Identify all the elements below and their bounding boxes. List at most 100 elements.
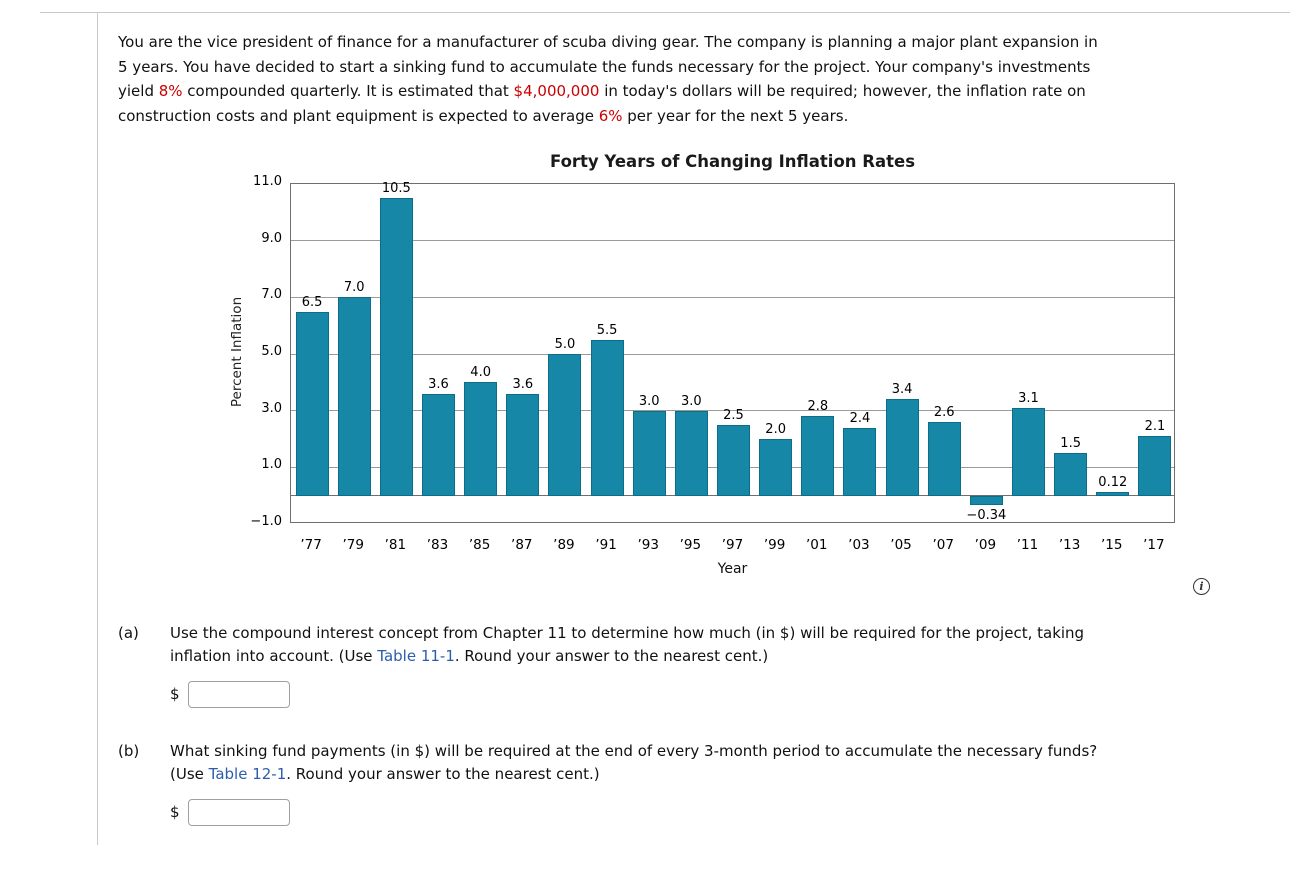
x-tick-label: ’05 [890,537,912,553]
bar [927,422,961,496]
bar [717,424,750,496]
x-tick-label: ’85 [468,537,491,553]
bar [337,297,371,496]
zero-axis-line [291,495,1174,497]
bar-value-label: 2.5 [723,407,744,423]
bar-value-label: 3.4 [891,382,913,398]
plot-area: 6.5 7.0 10.5 3.6 4.0 3.6 5.0 5.5 3.0 3.0 2.5 2.0 2.8… [250,174,1175,529]
problem-statement-line: yield 8% compounded quarterly. It is est… [118,79,1253,104]
bar [1096,492,1130,496]
bar [1054,453,1088,496]
bar-value-label: 2.6 [933,405,955,420]
bar-value-label: 2.0 [765,422,786,437]
inflation-bar-chart: Forty Years of Changing Inflation Rates … [229,148,1190,588]
answer-b-input[interactable] [187,799,290,826]
question-text: What sinking fund payments (in $) will b… [170,742,1098,760]
x-tick-label: ’11 [1016,537,1039,553]
intro-text: per year for the next 5 years. [622,106,849,125]
question-text: (Use [170,765,209,783]
currency-symbol: $ [170,685,180,703]
bar-value-label: 6.5 [301,294,323,310]
bar [801,416,835,496]
question-b-label: (b) [118,742,140,760]
bar [464,382,498,496]
x-tick-label: ’93 [637,537,659,553]
x-axis-label: Year [717,561,748,577]
bar-value-label: 2.1 [1144,419,1166,435]
y-tick-label: 3.0 [261,400,282,416]
y-tick-label: 5.0 [261,344,282,359]
bar-value-label: 3.6 [428,376,449,392]
bar-value-label: 5.5 [596,322,618,338]
bar [1138,436,1172,496]
bar [506,393,540,496]
bar-value-label: 1.5 [1060,436,1081,452]
x-tick-label: ’07 [932,537,954,553]
x-tick-label: ’01 [806,537,828,553]
given-amount: $4,000,000 [513,82,600,100]
x-tick-label: ’79 [342,537,364,553]
chart-title: Forty Years of Changing Inflation Rates [549,152,916,171]
question-text: . Round your answer to the nearest cent.… [454,647,769,665]
y-tick-label: 1.0 [261,457,282,473]
bar [632,410,666,496]
intro-text: You are the vice president of finance fo… [118,33,1098,51]
bar [759,439,793,496]
table-11-1-link[interactable]: Table 11-1 [377,647,455,665]
y-tick-label: −1.0 [250,514,282,529]
question-text: inflation into account. (Use [170,647,378,665]
bar-value-label: 2.4 [849,410,871,426]
x-tick-label: ’13 [1058,537,1081,553]
bar-value-label: 2.8 [807,399,829,415]
problem-statement-line: construction costs and plant equipment i… [118,104,1253,129]
question-text: . Round your answer to the nearest cent.… [286,765,600,783]
x-axis-ticks: ’77 ’79 ’81 ’83 ’85 ’87 ’89 ’91 ’93 ’95 ’97 ’99 ’01 ’… [290,537,1175,553]
question-a-label: (a) [118,624,139,642]
x-tick-label: ’89 [553,537,575,553]
question-b: (b) What sinking fund payments (in $) wi… [118,740,1253,826]
x-tick-label: ’15 [1101,537,1123,553]
problem-statement-line: You are the vice president of finance fo… [118,30,1253,55]
x-tick-label: ’81 [384,537,407,553]
bar [548,354,582,496]
bar-value-label: 3.0 [638,393,660,409]
x-tick-label: ’17 [1143,537,1165,553]
top-divider [40,12,1290,13]
problem-statement-line: 5 years. You have decided to start a sin… [118,55,1253,80]
bar [590,339,624,496]
answer-row-a: $ [170,681,1253,708]
x-tick-label: ’09 [974,537,997,553]
y-tick-label: 11.0 [253,174,282,189]
x-tick-label: ’97 [721,537,744,553]
bar [969,495,1003,506]
bar-value-label: 7.0 [343,280,365,296]
x-tick-label: ’87 [511,537,533,553]
bar-value-label: 4.0 [470,365,491,381]
question-a: (a) Use the compound interest concept fr… [118,622,1253,708]
bar [843,427,877,496]
bar-value-label: 5.0 [554,337,576,352]
gridline [291,296,1174,298]
bar-value-label: −0.34 [966,508,1007,524]
bar-value-label: 3.6 [512,376,534,392]
bar [379,198,413,496]
gridline [291,353,1174,355]
bar [885,399,919,496]
intro-text: construction costs and plant equipment i… [118,106,599,125]
x-tick-label: ’77 [300,537,322,553]
bar [422,393,455,496]
y-tick-label: 7.0 [261,287,282,303]
answer-row-b: $ [170,799,1253,826]
info-icon[interactable]: i [1193,578,1210,595]
intro-text: yield [118,82,159,100]
answer-a-input[interactable] [187,681,290,708]
bar-value-label: 0.12 [1098,475,1128,491]
x-tick-label: ’03 [848,537,870,553]
bar [674,410,708,496]
intro-text: 5 years. You have decided to start a sin… [118,57,1091,76]
y-tick-label: 9.0 [261,230,282,246]
table-12-1-link[interactable]: Table 12-1 [208,765,287,783]
bar-value-label: 3.1 [1018,390,1039,406]
x-tick-label: ’95 [679,537,702,553]
